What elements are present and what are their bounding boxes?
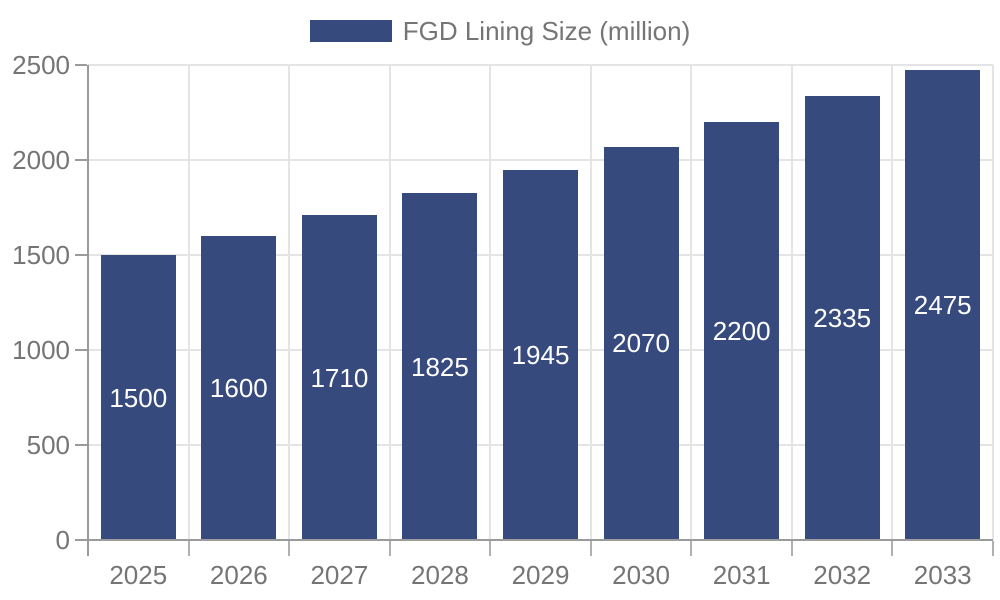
gridline-vertical	[790, 65, 793, 540]
gridline-vertical	[388, 65, 391, 540]
x-axis-tick	[187, 541, 190, 556]
bar	[301, 215, 377, 540]
x-axis-tick	[288, 541, 291, 556]
y-tick-label: 0	[55, 525, 70, 555]
x-axis-tick	[589, 541, 592, 556]
x-axis-line	[88, 539, 993, 541]
y-axis-line	[87, 65, 89, 556]
x-tick-label: 2031	[712, 560, 771, 590]
y-axis-tick	[75, 539, 87, 541]
gridline-horizontal	[88, 64, 993, 66]
bar	[704, 122, 780, 540]
bar-value-label: 2475	[913, 289, 972, 320]
bar	[201, 236, 277, 540]
legend-swatch	[309, 20, 392, 42]
bar-value-label: 1945	[511, 340, 570, 371]
bar-value-label: 2335	[813, 303, 872, 334]
y-axis-tick	[75, 254, 87, 256]
x-axis-tick	[388, 541, 391, 556]
bar-value-label: 1500	[109, 382, 168, 413]
gridline-horizontal	[88, 159, 993, 161]
x-axis-tick	[891, 541, 894, 556]
gridline-vertical	[489, 65, 492, 540]
x-tick-label: 2029	[511, 560, 570, 590]
x-tick-label: 2025	[109, 560, 168, 590]
x-axis-tick	[992, 541, 994, 556]
x-axis-tick	[489, 541, 492, 556]
y-axis-tick	[75, 444, 87, 446]
y-tick-label: 500	[26, 430, 70, 460]
y-axis-tick	[75, 349, 87, 351]
y-tick-label: 2500	[12, 50, 70, 80]
bar	[503, 170, 578, 540]
chart-legend[interactable]: FGD Lining Size (million)	[0, 18, 1000, 44]
bar-value-label: 1710	[310, 362, 369, 393]
x-tick-label: 2032	[813, 560, 872, 590]
bar-value-label: 2200	[712, 316, 771, 346]
bar	[905, 69, 981, 540]
y-axis-tick	[75, 159, 87, 161]
bar	[100, 255, 176, 540]
y-tick-label: 1000	[12, 335, 70, 365]
y-tick-label: 2000	[12, 145, 70, 175]
bar	[603, 146, 679, 540]
bar-value-label: 1600	[209, 373, 268, 403]
x-axis-tick	[790, 541, 793, 556]
legend-label: FGD Lining Size (million)	[402, 16, 691, 46]
gridline-vertical	[992, 65, 994, 540]
x-tick-label: 2027	[310, 560, 369, 590]
gridline-vertical	[891, 65, 894, 540]
bar-value-label: 2070	[612, 328, 670, 359]
gridline-vertical	[589, 65, 592, 540]
gridline-vertical	[288, 65, 291, 540]
x-tick-label: 2033	[913, 560, 972, 590]
x-tick-label: 2028	[411, 560, 469, 590]
x-axis-tick	[690, 541, 693, 556]
bar-value-label: 1825	[411, 351, 469, 382]
bar	[804, 96, 880, 540]
y-axis-tick	[75, 64, 87, 66]
x-tick-label: 2026	[209, 560, 268, 590]
gridline-vertical	[690, 65, 693, 540]
y-tick-label: 1500	[12, 240, 70, 270]
gridline-vertical	[187, 65, 190, 540]
bar	[402, 193, 478, 540]
x-tick-label: 2030	[612, 560, 670, 590]
